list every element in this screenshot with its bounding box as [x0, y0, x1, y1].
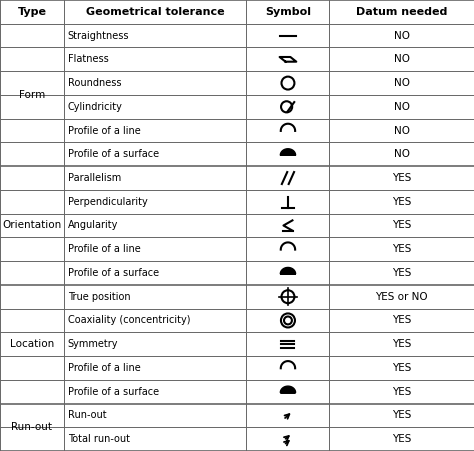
- Text: NO: NO: [394, 125, 410, 136]
- Text: Type: Type: [18, 7, 46, 17]
- Text: Orientation: Orientation: [2, 221, 62, 230]
- Text: Profile of a line: Profile of a line: [68, 125, 140, 136]
- Text: Cylindricity: Cylindricity: [68, 102, 123, 112]
- Text: YES: YES: [392, 410, 411, 420]
- Text: Symbol: Symbol: [265, 7, 311, 17]
- Text: Location: Location: [10, 339, 54, 349]
- Text: YES: YES: [392, 173, 411, 183]
- Text: Roundness: Roundness: [68, 78, 121, 88]
- Text: Flatness: Flatness: [68, 54, 109, 64]
- Text: Angularity: Angularity: [68, 221, 118, 230]
- Text: Symmetry: Symmetry: [68, 339, 118, 349]
- Text: Profile of a surface: Profile of a surface: [68, 387, 159, 397]
- Text: Run-out: Run-out: [68, 410, 106, 420]
- Polygon shape: [280, 267, 296, 274]
- Text: NO: NO: [394, 54, 410, 64]
- Text: NO: NO: [394, 31, 410, 41]
- Text: YES: YES: [392, 363, 411, 373]
- Text: Parallelism: Parallelism: [68, 173, 121, 183]
- Text: True position: True position: [68, 292, 130, 302]
- Text: NO: NO: [394, 78, 410, 88]
- Text: Perpendicularity: Perpendicularity: [68, 197, 147, 207]
- Text: YES: YES: [392, 387, 411, 397]
- Text: YES: YES: [392, 244, 411, 254]
- Text: Run-out: Run-out: [11, 422, 53, 432]
- Text: NO: NO: [394, 149, 410, 159]
- Text: YES: YES: [392, 339, 411, 349]
- Text: NO: NO: [394, 102, 410, 112]
- Text: YES: YES: [392, 268, 411, 278]
- Text: YES: YES: [392, 221, 411, 230]
- Text: YES: YES: [392, 315, 411, 326]
- Text: Straightness: Straightness: [68, 31, 129, 41]
- Text: Form: Form: [19, 90, 45, 100]
- Polygon shape: [280, 386, 296, 393]
- Text: YES: YES: [392, 434, 411, 444]
- Text: Coaxiality (concentricity): Coaxiality (concentricity): [68, 315, 190, 326]
- Text: YES or NO: YES or NO: [375, 292, 428, 302]
- Text: Profile of a line: Profile of a line: [68, 244, 140, 254]
- Text: Profile of a surface: Profile of a surface: [68, 268, 159, 278]
- Polygon shape: [280, 149, 296, 155]
- Text: Geometrical tolerance: Geometrical tolerance: [86, 7, 225, 17]
- Text: Total run-out: Total run-out: [68, 434, 130, 444]
- Text: Datum needed: Datum needed: [356, 7, 447, 17]
- Text: YES: YES: [392, 197, 411, 207]
- Text: Profile of a surface: Profile of a surface: [68, 149, 159, 159]
- Text: Profile of a line: Profile of a line: [68, 363, 140, 373]
